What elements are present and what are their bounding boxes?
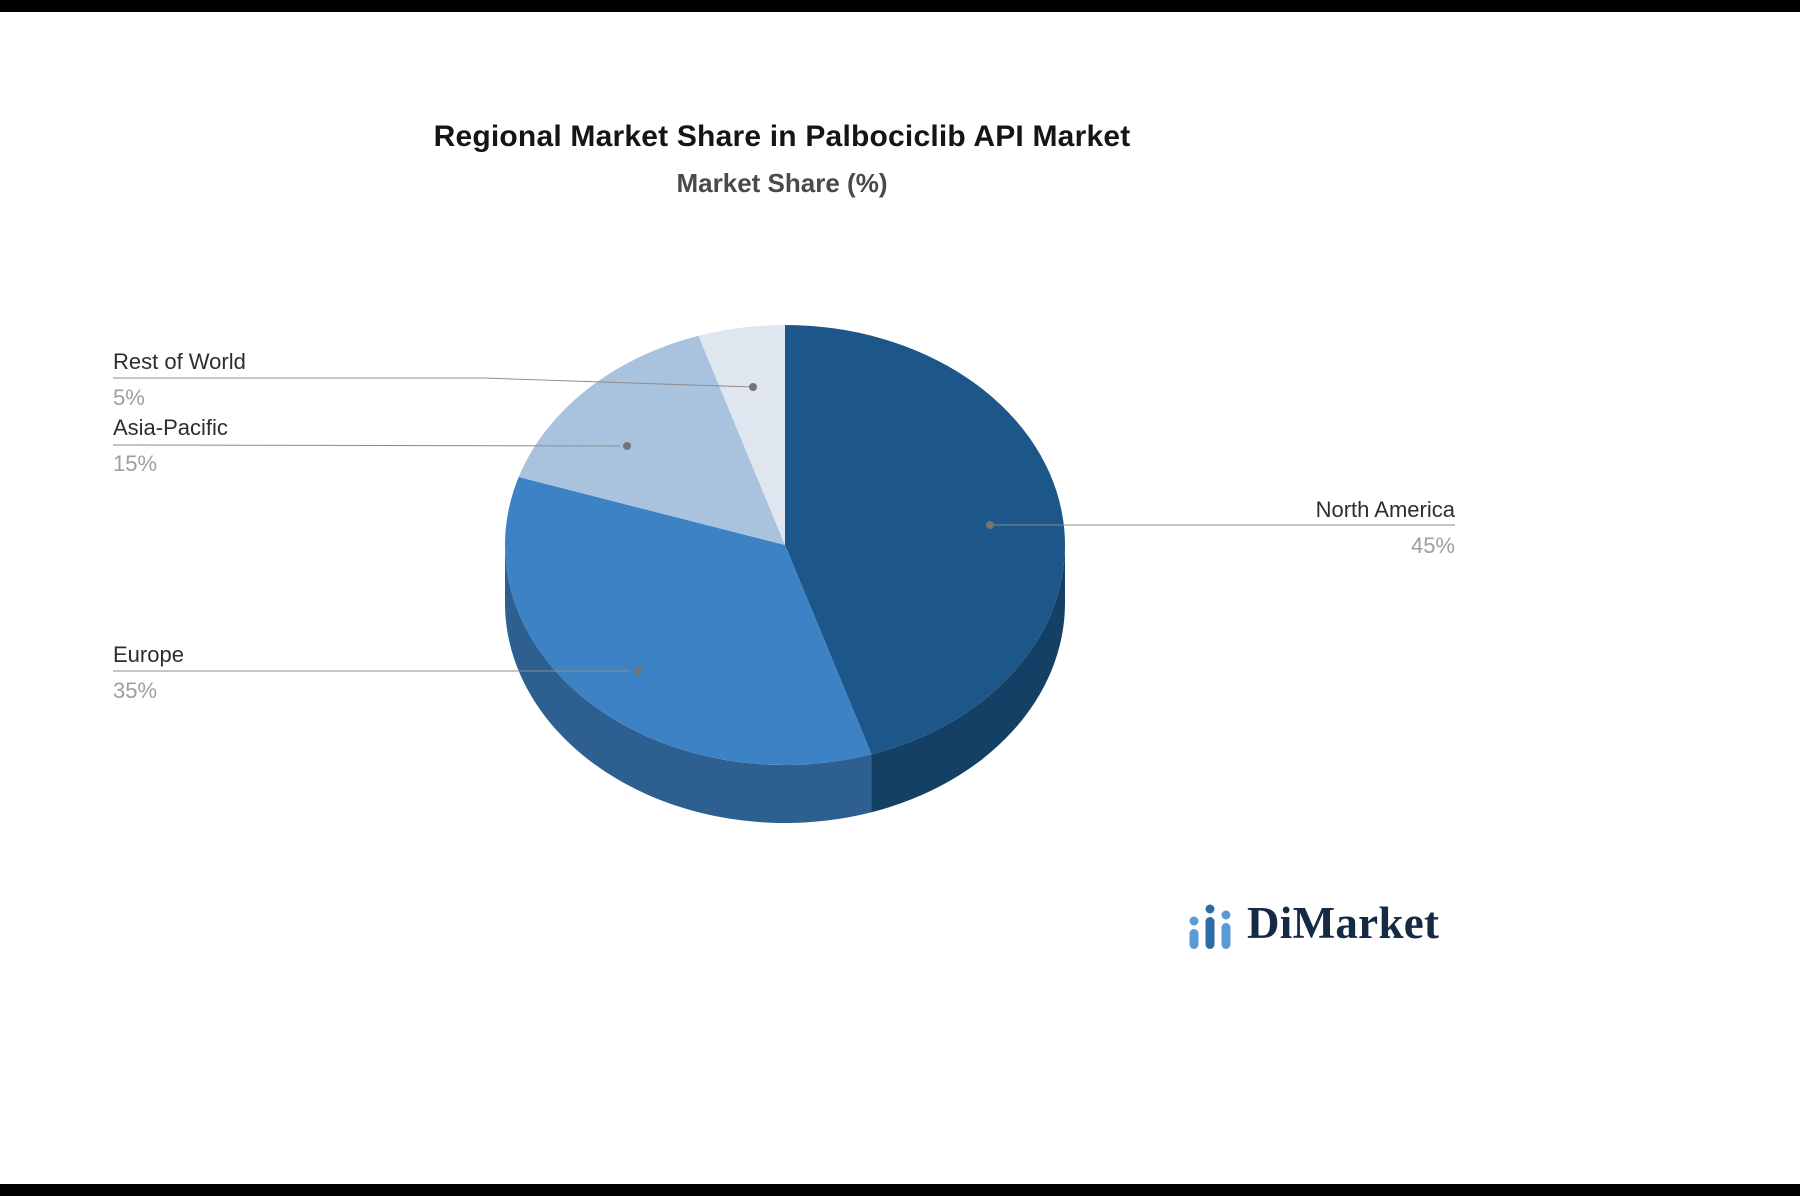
leader-north-america [986,521,1455,529]
pie-slice-rest-of-world[interactable] [698,325,785,545]
pie-slice-asia-pacific[interactable] [518,335,785,545]
pie-chart [504,325,1065,823]
callout-label: Asia-Pacific [113,415,228,440]
callout-label: North America [1315,497,1455,522]
bottom-border-bar [0,1184,1800,1196]
callout-percent: 45% [1410,533,1455,558]
callout-europe: Europe 35% [113,642,184,704]
leader-rest-of-world [113,377,757,391]
leader-asia-pacific [112,442,631,450]
leader-line-rest-of-world [113,377,754,388]
bar-chart-logo-icon [1189,904,1231,949]
leader-dot-asia-pacific [623,442,631,450]
leader-europe [113,667,642,675]
brand-logo: DiMarket [1188,896,1439,950]
pie-slice-side-europe [505,545,872,823]
brand-name: DiMarket [1247,898,1440,948]
callout-rest-of-world: Rest of World 5% [113,349,246,411]
callout-percent: 5% [113,385,145,410]
callout-asia-pacific: Asia-Pacific 15% [113,415,228,477]
callout-north-america: North America 45% [1316,497,1455,559]
callout-label: Rest of World [113,349,246,374]
pie-slice-north-america[interactable] [785,325,1065,755]
callout-percent: 15% [113,451,158,476]
leader-dot-north-america [986,521,994,529]
chart-header: Regional Market Share in Palbociclib API… [0,119,1564,199]
pie-slice-side-north-america [871,545,1065,813]
callout-label: Europe [113,642,184,667]
leader-line-asia-pacific [112,444,621,447]
chart-subtitle: Market Share (%) [676,168,888,198]
top-border-bar [0,0,1800,12]
chart-title: Regional Market Share in Palbociclib API… [433,120,1131,153]
pie-slice-europe[interactable] [504,477,872,765]
callout-percent: 35% [113,678,158,703]
leader-dot-rest-of-world [749,383,757,391]
leader-dot-europe [634,667,642,675]
